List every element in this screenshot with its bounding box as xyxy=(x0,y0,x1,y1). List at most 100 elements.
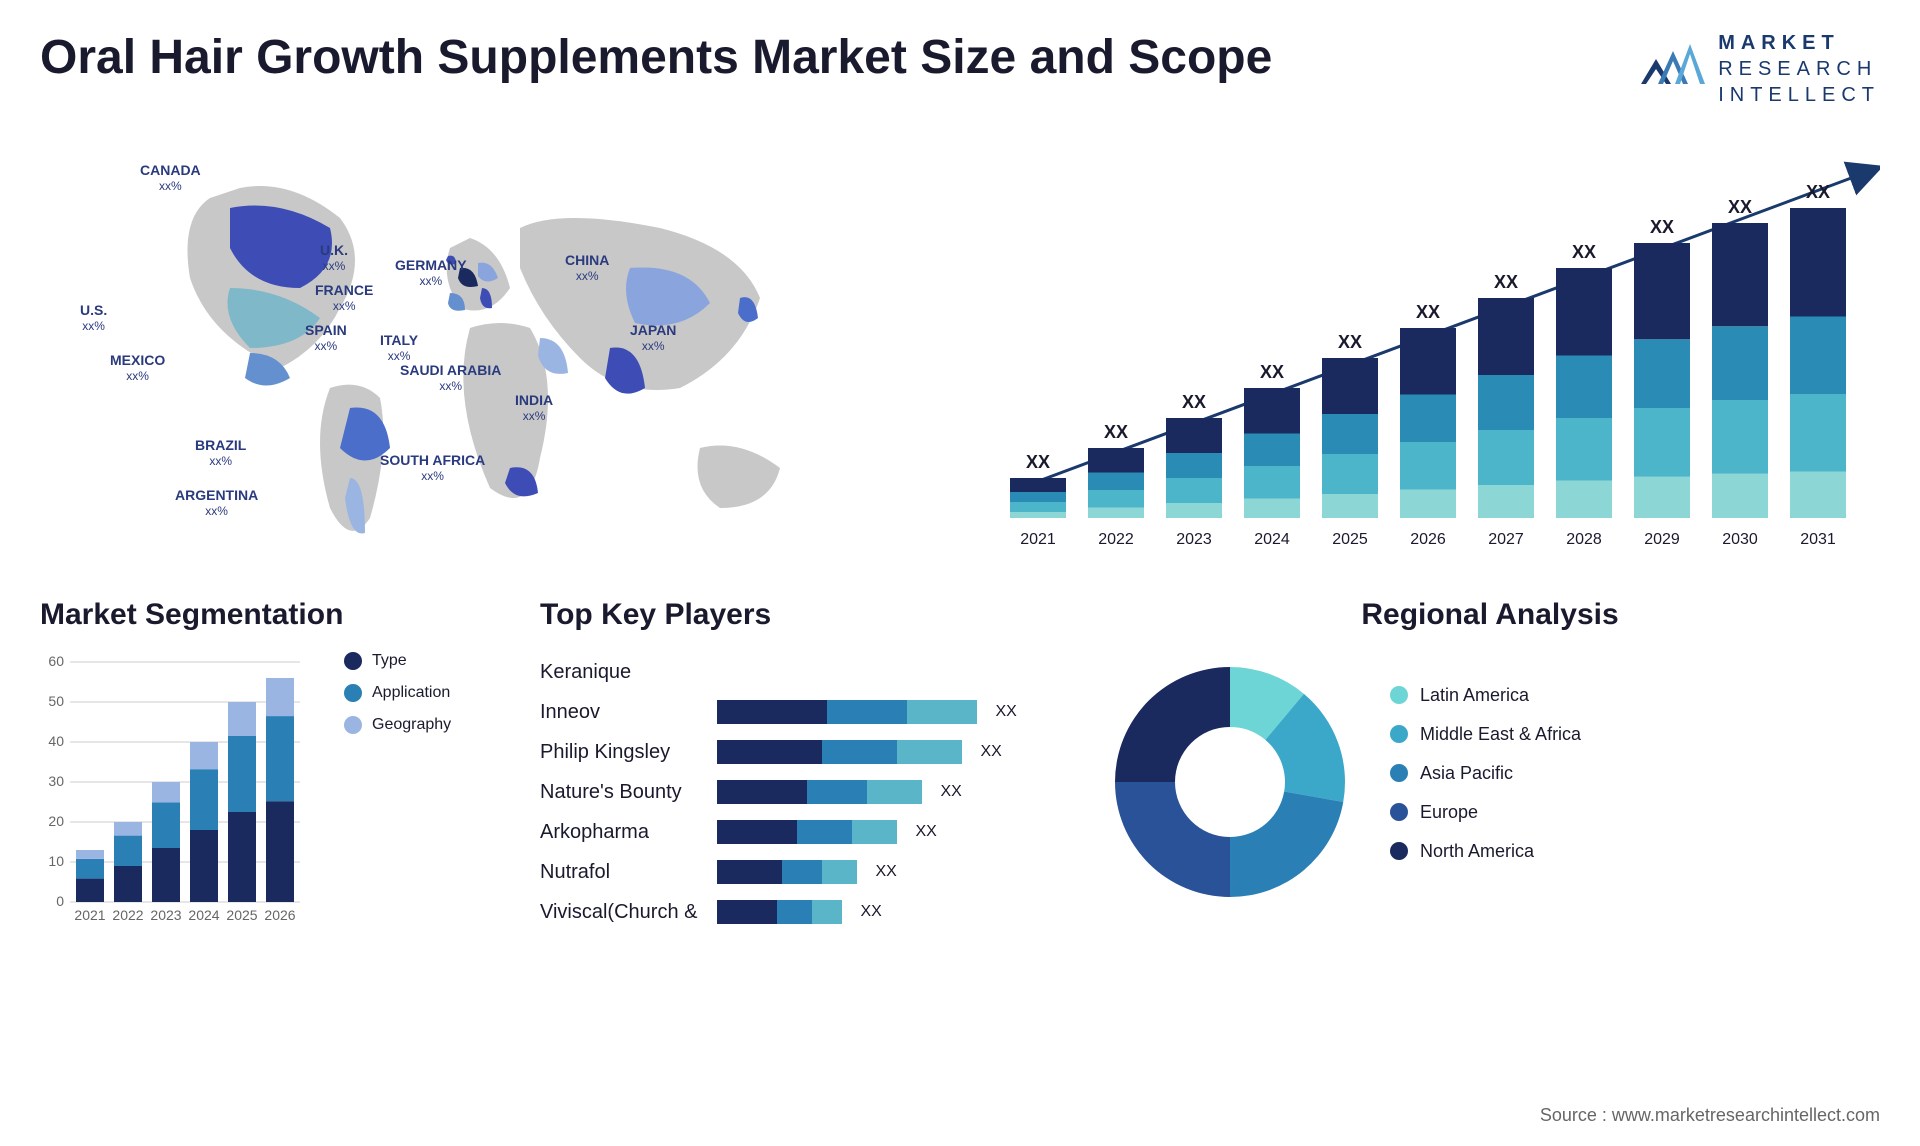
svg-text:20: 20 xyxy=(48,813,64,829)
regional-donut xyxy=(1100,652,1360,912)
player-bar xyxy=(717,900,842,924)
svg-text:XX: XX xyxy=(1338,332,1362,352)
player-bar-segment xyxy=(807,780,867,804)
map-country-label: SOUTH AFRICAxx% xyxy=(380,453,485,484)
legend-swatch xyxy=(344,716,362,734)
player-bar-segment xyxy=(822,860,857,884)
svg-text:XX: XX xyxy=(1572,242,1596,262)
player-name: Arkopharma xyxy=(540,812,697,852)
regional-title: Regional Analysis xyxy=(1100,598,1880,632)
legend-label: Middle East & Africa xyxy=(1420,724,1581,745)
map-country-label: SPAINxx% xyxy=(305,323,347,354)
player-bar-segment xyxy=(907,700,977,724)
player-bar xyxy=(717,860,857,884)
svg-text:XX: XX xyxy=(1806,182,1830,202)
player-bar-value: XX xyxy=(915,823,936,841)
legend-swatch xyxy=(1390,686,1408,704)
legend-swatch xyxy=(1390,764,1408,782)
legend-label: Type xyxy=(372,652,407,670)
player-bar-segment xyxy=(717,820,797,844)
player-bar-value: XX xyxy=(980,743,1001,761)
legend-label: Asia Pacific xyxy=(1420,763,1513,784)
player-bar-row: XX xyxy=(717,692,1060,732)
segmentation-chart-wrap: 0102030405060202120222023202420252026 Ty… xyxy=(40,652,500,932)
player-bar-value: XX xyxy=(995,703,1016,721)
player-bar-segment xyxy=(717,860,782,884)
map-country-label: JAPANxx% xyxy=(630,323,676,354)
player-bar-row: XX xyxy=(717,772,1060,812)
map-country-label: ITALYxx% xyxy=(380,333,418,364)
legend-swatch xyxy=(1390,842,1408,860)
player-name: Nutrafol xyxy=(540,852,697,892)
player-bar-segment xyxy=(897,740,962,764)
segmentation-title: Market Segmentation xyxy=(40,598,500,632)
legend-swatch xyxy=(1390,803,1408,821)
svg-text:2026: 2026 xyxy=(1410,531,1446,548)
logo-line3: INTELLECT xyxy=(1718,82,1880,108)
player-bar-value: XX xyxy=(940,783,961,801)
logo-line2: RESEARCH xyxy=(1718,56,1880,82)
top-row: CANADAxx%U.S.xx%MEXICOxx%BRAZILxx%ARGENT… xyxy=(40,138,1880,558)
bottom-row: Market Segmentation 01020304050602021202… xyxy=(40,598,1880,958)
svg-text:XX: XX xyxy=(1494,272,1518,292)
player-bar-segment xyxy=(822,740,897,764)
key-players-title: Top Key Players xyxy=(540,598,1060,632)
key-players-bars: XXXXXXXXXXXX xyxy=(717,652,1060,932)
logo-line1: MARKET xyxy=(1718,30,1880,56)
player-bar-segment xyxy=(717,900,777,924)
player-bar-segment xyxy=(797,820,852,844)
svg-text:2023: 2023 xyxy=(1176,531,1212,548)
key-players-names: KeraniqueInneovPhilip KingsleyNature's B… xyxy=(540,652,697,932)
player-bar-segment xyxy=(852,820,897,844)
svg-text:XX: XX xyxy=(1728,197,1752,217)
growth-bar-chart: XX2021XX2022XX2023XX2024XX2025XX2026XX20… xyxy=(980,138,1880,558)
svg-text:2031: 2031 xyxy=(1800,531,1836,548)
regional-legend-item: Latin America xyxy=(1390,685,1581,706)
player-bar-segment xyxy=(777,900,812,924)
svg-text:2024: 2024 xyxy=(1254,531,1290,548)
player-bar-segment xyxy=(867,780,922,804)
segmentation-legend-item: Geography xyxy=(344,716,451,734)
svg-text:XX: XX xyxy=(1104,422,1128,442)
player-bar-row: XX xyxy=(717,892,1060,932)
svg-text:XX: XX xyxy=(1260,362,1284,382)
growth-bar-panel: XX2021XX2022XX2023XX2024XX2025XX2026XX20… xyxy=(980,138,1880,558)
player-bar-segment xyxy=(827,700,907,724)
map-country-label: GERMANYxx% xyxy=(395,258,467,289)
svg-text:50: 50 xyxy=(48,693,64,709)
map-country-label: U.K.xx% xyxy=(320,243,348,274)
regional-content: Latin America Middle East & Africa Asia Pa… xyxy=(1100,652,1880,912)
map-country-label: ARGENTINAxx% xyxy=(175,488,258,519)
legend-swatch xyxy=(344,684,362,702)
svg-text:2024: 2024 xyxy=(188,907,219,923)
legend-label: Latin America xyxy=(1420,685,1529,706)
svg-text:2028: 2028 xyxy=(1566,531,1602,548)
svg-text:2030: 2030 xyxy=(1722,531,1758,548)
regional-legend: Latin America Middle East & Africa Asia Pa… xyxy=(1390,685,1581,880)
key-players-panel: Top Key Players KeraniqueInneovPhilip Ki… xyxy=(540,598,1060,958)
regional-legend-item: Asia Pacific xyxy=(1390,763,1581,784)
legend-label: Application xyxy=(372,684,450,702)
map-country-label: BRAZILxx% xyxy=(195,438,246,469)
player-bar-segment xyxy=(782,860,822,884)
player-bar-row: XX xyxy=(717,732,1060,772)
player-name: Viviscal(Church & xyxy=(540,892,697,932)
regional-legend-item: Middle East & Africa xyxy=(1390,724,1581,745)
player-name: Keranique xyxy=(540,652,697,692)
map-country-label: SAUDI ARABIAxx% xyxy=(400,363,501,394)
map-country-label: FRANCExx% xyxy=(315,283,373,314)
svg-text:2027: 2027 xyxy=(1488,531,1524,548)
regional-panel: Regional Analysis Latin America Middle Ea… xyxy=(1100,598,1880,958)
header: Oral Hair Growth Supplements Market Size… xyxy=(40,30,1880,108)
svg-text:2022: 2022 xyxy=(1098,531,1134,548)
svg-text:2026: 2026 xyxy=(264,907,295,923)
map-country-label: MEXICOxx% xyxy=(110,353,165,384)
svg-text:XX: XX xyxy=(1650,217,1674,237)
player-bar xyxy=(717,700,977,724)
svg-text:XX: XX xyxy=(1416,302,1440,322)
page-title: Oral Hair Growth Supplements Market Size… xyxy=(40,30,1272,85)
player-bar-segment xyxy=(717,740,822,764)
segmentation-chart: 0102030405060202120222023202420252026 xyxy=(40,652,320,932)
player-bar xyxy=(717,740,962,764)
svg-text:10: 10 xyxy=(48,853,64,869)
